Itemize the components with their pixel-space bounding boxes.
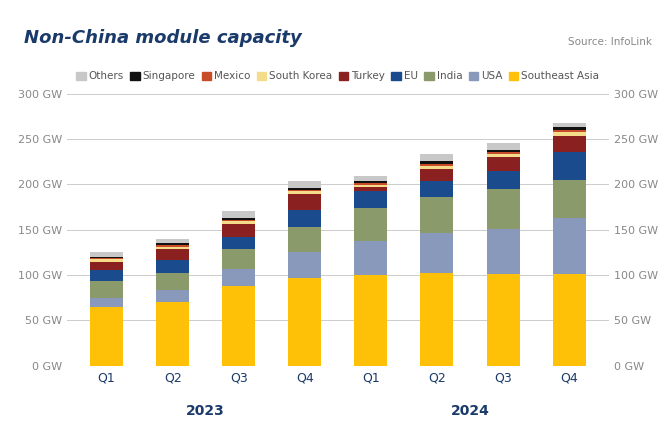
Bar xyxy=(90,270,123,281)
Bar xyxy=(222,221,256,224)
Bar xyxy=(355,241,387,275)
Bar xyxy=(288,227,321,252)
Bar xyxy=(553,153,585,180)
Bar xyxy=(222,237,256,249)
Bar xyxy=(90,262,123,270)
Bar xyxy=(486,157,520,170)
Bar xyxy=(156,261,189,273)
Bar xyxy=(420,181,454,197)
Bar xyxy=(156,302,189,366)
Legend: Others, Singapore, Mexico, South Korea, Turkey, EU, India, USA, Southeast Asia: Others, Singapore, Mexico, South Korea, … xyxy=(72,67,603,85)
Bar xyxy=(420,164,454,166)
Bar xyxy=(553,122,585,127)
Bar xyxy=(355,191,387,208)
Bar xyxy=(420,154,454,162)
Bar xyxy=(553,130,585,133)
Bar xyxy=(486,154,520,157)
Bar xyxy=(355,185,387,187)
Text: 2024: 2024 xyxy=(451,404,490,418)
Bar xyxy=(553,274,585,366)
Bar xyxy=(90,252,123,257)
Bar xyxy=(355,208,387,241)
Bar xyxy=(420,197,454,233)
Bar xyxy=(486,150,520,153)
Bar xyxy=(486,153,520,154)
Bar xyxy=(355,176,387,181)
Bar xyxy=(90,259,123,262)
Bar xyxy=(355,183,387,185)
Bar xyxy=(288,188,321,190)
Bar xyxy=(222,224,256,237)
Bar xyxy=(355,181,387,183)
Bar xyxy=(156,238,189,243)
Bar xyxy=(420,166,454,169)
Bar xyxy=(288,252,321,278)
Bar xyxy=(288,194,321,210)
Text: Source: InfoLink: Source: InfoLink xyxy=(568,37,652,47)
Bar xyxy=(553,133,585,136)
Bar xyxy=(90,257,123,258)
Text: 2023: 2023 xyxy=(186,404,225,418)
Bar xyxy=(486,229,520,274)
Bar xyxy=(90,306,123,366)
Bar xyxy=(355,187,387,191)
Bar xyxy=(553,218,585,274)
Bar xyxy=(288,278,321,366)
Bar xyxy=(90,258,123,259)
Bar xyxy=(553,136,585,153)
Bar xyxy=(420,273,454,366)
Bar xyxy=(90,298,123,306)
Bar xyxy=(222,269,256,286)
Bar xyxy=(486,274,520,366)
Text: Non-China module capacity: Non-China module capacity xyxy=(23,29,301,47)
Bar xyxy=(156,245,189,247)
Bar xyxy=(553,127,585,130)
Bar xyxy=(288,191,321,194)
Bar xyxy=(222,211,256,218)
Bar xyxy=(288,181,321,188)
Bar xyxy=(156,243,189,245)
Bar xyxy=(355,275,387,366)
Bar xyxy=(553,180,585,218)
Bar xyxy=(288,210,321,227)
Bar xyxy=(420,169,454,181)
Bar xyxy=(420,162,454,164)
Bar xyxy=(222,220,256,221)
Bar xyxy=(222,218,256,220)
Bar xyxy=(222,249,256,269)
Bar xyxy=(156,273,189,290)
Bar xyxy=(486,170,520,189)
Bar xyxy=(156,290,189,302)
Bar xyxy=(156,249,189,261)
Bar xyxy=(222,286,256,366)
Bar xyxy=(486,189,520,229)
Bar xyxy=(156,247,189,249)
Bar xyxy=(420,233,454,273)
Bar xyxy=(288,190,321,191)
Bar xyxy=(90,281,123,298)
Bar xyxy=(486,143,520,150)
